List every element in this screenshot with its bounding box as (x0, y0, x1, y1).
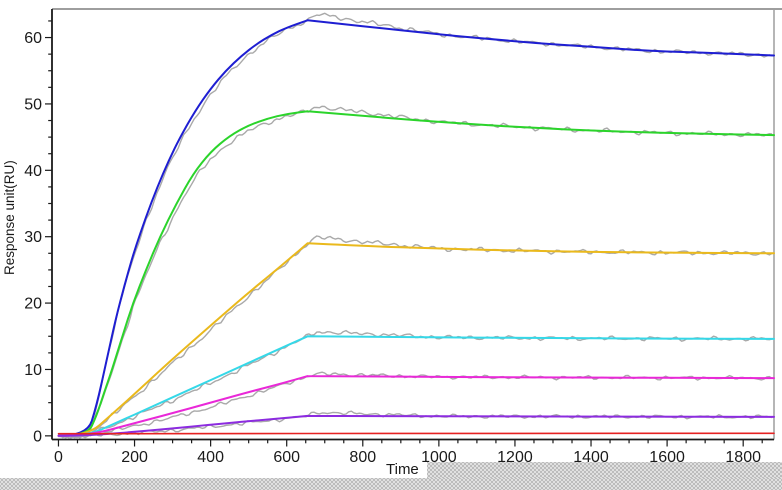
x-tick-label: 800 (349, 449, 376, 466)
x-tick-label: 1200 (497, 449, 533, 466)
fit-curve-curve-3 (57, 242, 775, 437)
x-tick-label: 400 (197, 449, 224, 466)
fit-curve-curve-1 (57, 19, 775, 437)
y-tick-label: 10 (24, 362, 42, 379)
raw-trace-curve-3 (58, 235, 773, 439)
raw-trace-curve-2 (58, 105, 773, 439)
y-tick-label: 30 (24, 229, 42, 246)
x-tick-label: 200 (121, 449, 148, 466)
x-tick-label: 600 (273, 449, 300, 466)
raw-trace-curve-5 (58, 371, 773, 439)
y-tick-label: 40 (24, 163, 42, 180)
x-tick-label: 1400 (573, 449, 609, 466)
x-tick-label: 1800 (725, 449, 761, 466)
y-tick-label: 20 (24, 296, 42, 313)
y-axis-title: Response unit(RU) (2, 160, 17, 276)
raw-trace-curve-4 (58, 329, 773, 439)
x-tick-label: 0 (54, 449, 63, 466)
x-tick-label: 1000 (421, 449, 457, 466)
y-tick-label: 0 (33, 428, 42, 445)
dither-overlay-bottom (0, 478, 782, 490)
y-tick-label: 60 (24, 30, 42, 47)
fit-curve-curve-5 (57, 375, 775, 437)
fit-curve-curve-4 (57, 335, 775, 437)
y-tick-label: 50 (24, 96, 42, 113)
x-axis-title: Time (386, 461, 419, 478)
fit-curve-curve-2 (57, 110, 775, 437)
x-tick-label: 1600 (649, 449, 685, 466)
